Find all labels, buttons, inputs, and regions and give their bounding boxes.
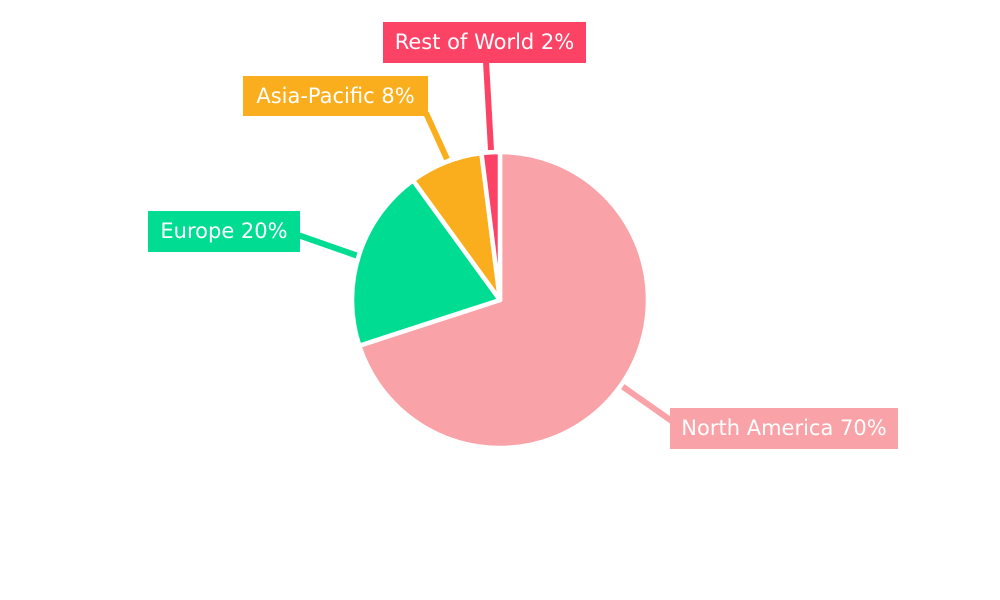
callout-rest-of-world-label: Rest of World 2% bbox=[394, 30, 575, 54]
leader-lines bbox=[297, 60, 678, 427]
pie-slice-north-america bbox=[356, 149, 651, 451]
pie-slice-rest-of-world bbox=[479, 149, 503, 303]
callout-asia-pacific: Asia-Pacific 8% bbox=[243, 76, 428, 116]
callout-north-america-label: North America 70% bbox=[681, 416, 887, 440]
pie-slices-group bbox=[349, 149, 651, 451]
callout-north-america: North America 70% bbox=[670, 408, 898, 449]
leader-line-rest-of-world bbox=[483, 60, 494, 151]
pie-slice-europe bbox=[349, 178, 503, 348]
leader-line-north-america bbox=[617, 381, 678, 427]
leader-line-asia-pacific bbox=[423, 111, 450, 161]
leader-line-europe bbox=[297, 232, 359, 259]
callout-europe: Europe 20% bbox=[148, 211, 300, 252]
callout-asia-pacific-label: Asia-Pacific 8% bbox=[256, 83, 415, 108]
callout-europe-label: Europe 20% bbox=[160, 219, 288, 243]
callout-rest-of-world: Rest of World 2% bbox=[383, 22, 586, 63]
